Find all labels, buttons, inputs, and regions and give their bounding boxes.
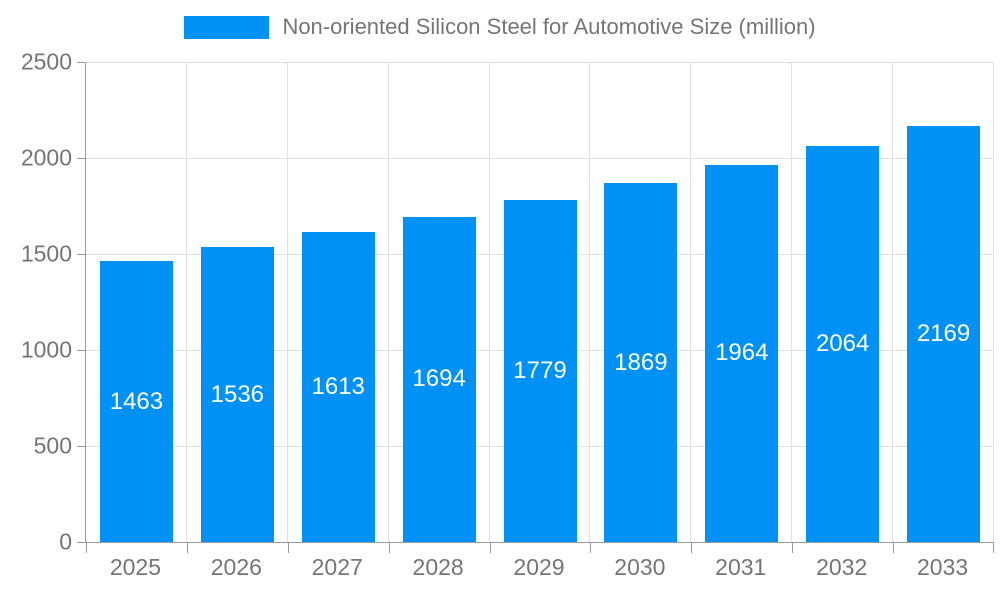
v-gridline — [387, 62, 389, 542]
x-axis: 2025 2026 2027 2028 2029 2030 2031 2032 2033 — [85, 548, 993, 588]
y-tick-mark — [77, 62, 85, 63]
legend: Non-oriented Silicon Steel for Automotiv… — [0, 14, 1000, 40]
y-tick-label: 1000 — [20, 336, 72, 363]
y-axis: 0 500 1000 1500 2000 2500 — [0, 49, 72, 555]
legend-label: Non-oriented Silicon Steel for Automotiv… — [282, 14, 816, 39]
x-tick-label: 2025 — [109, 554, 162, 580]
x-tick-mark — [489, 543, 491, 553]
y-tick-mark — [77, 446, 85, 447]
v-gridline — [892, 62, 894, 542]
v-gridline — [993, 62, 994, 542]
y-tick-mark — [77, 254, 85, 255]
x-tick-mark — [287, 543, 289, 553]
bar-value-label: 1536 — [210, 380, 265, 408]
x-tick-label: 2026 — [210, 554, 262, 580]
x-tick-mark — [590, 543, 592, 553]
x-tick-mark — [792, 543, 794, 553]
bar-value-label: 1613 — [311, 373, 365, 401]
x-tick-label: 2029 — [513, 554, 565, 580]
bar-2026[interactable]: 1536 — [200, 247, 274, 542]
y-tick-label: 500 — [33, 432, 72, 459]
v-gridline — [589, 62, 591, 542]
bar-value-label: 2169 — [916, 319, 971, 347]
y-tick-label: 1500 — [20, 240, 72, 267]
bar-2033[interactable]: 2169 — [907, 125, 981, 542]
bar-value-label: 2064 — [815, 329, 870, 357]
x-tick-mark — [186, 543, 188, 553]
y-tick-label: 2000 — [20, 144, 72, 171]
v-gridline — [185, 62, 187, 542]
bar-2028[interactable]: 1694 — [402, 216, 476, 542]
bar-2025[interactable]: 1463 — [99, 261, 173, 542]
x-tick-mark — [893, 543, 895, 553]
x-tick-label: 2028 — [412, 554, 464, 580]
h-gridline — [86, 158, 994, 159]
bar-2031[interactable]: 1964 — [705, 164, 779, 542]
x-tick-label: 2027 — [311, 554, 363, 580]
y-tick-mark — [77, 350, 85, 351]
bar-2030[interactable]: 1869 — [604, 183, 678, 542]
y-tick-label: 0 — [59, 528, 72, 555]
legend-item[interactable]: Non-oriented Silicon Steel for Automotiv… — [184, 14, 816, 40]
plot-area: 1463 1536 1613 1694 1779 1869 1964 2064 2169 — [77, 62, 994, 553]
y-tick-mark — [77, 158, 85, 159]
v-gridline — [690, 62, 692, 542]
x-tick-label: 2031 — [715, 554, 767, 580]
bar-2027[interactable]: 1613 — [301, 232, 375, 542]
x-tick-mark — [691, 543, 693, 553]
x-tick-label: 2033 — [916, 554, 969, 580]
bar-2032[interactable]: 2064 — [806, 145, 880, 542]
bar-value-label: 1869 — [614, 348, 668, 376]
bar-value-label: 1694 — [412, 365, 466, 393]
h-gridline — [86, 62, 994, 63]
bar-value-label: 1964 — [715, 339, 769, 367]
v-gridline — [488, 62, 490, 542]
bar-value-label: 1463 — [109, 387, 164, 415]
x-tick-mark — [86, 543, 87, 553]
legend-swatch-icon — [184, 15, 270, 39]
bar-value-label: 1779 — [513, 357, 567, 385]
v-gridline — [286, 62, 288, 542]
y-tick-mark — [77, 542, 85, 543]
y-tick-label: 2500 — [20, 48, 72, 75]
bar-2029[interactable]: 1779 — [503, 200, 577, 542]
v-gridline — [791, 62, 793, 542]
x-tick-label: 2030 — [614, 554, 666, 580]
x-tick-mark — [388, 543, 390, 553]
x-tick-mark — [993, 543, 994, 553]
x-tick-label: 2032 — [816, 554, 868, 580]
